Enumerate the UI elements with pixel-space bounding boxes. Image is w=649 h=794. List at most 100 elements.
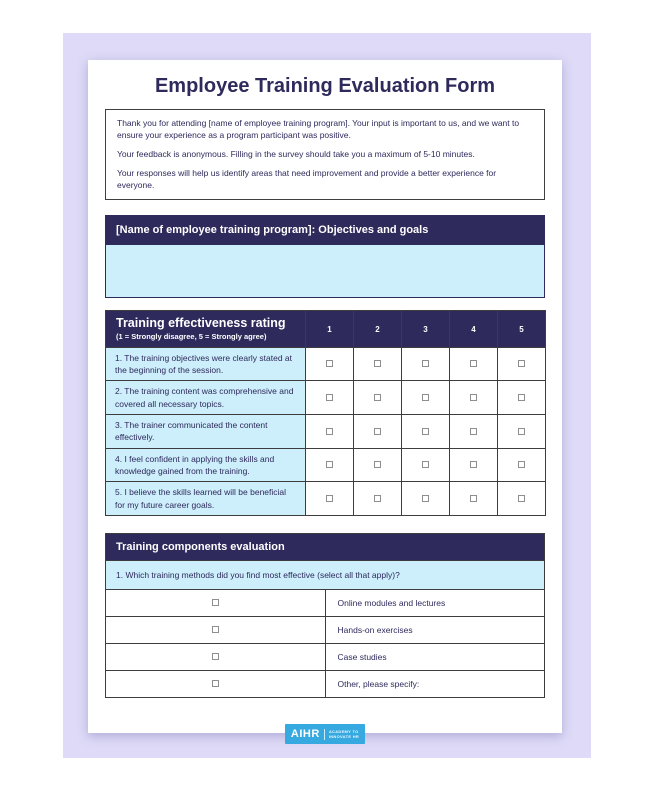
rating-statement: 2. The training content was comprehensiv… <box>105 380 306 416</box>
rating-row: 1. The training objectives were clearly … <box>105 346 546 382</box>
rating-checkbox[interactable] <box>374 461 381 469</box>
option-row: Online modules and lectures <box>105 588 545 617</box>
objectives-section-header: [Name of employee training program]: Obj… <box>105 215 545 246</box>
rating-cell <box>449 414 498 449</box>
intro-paragraph: Your feedback is anonymous. Filling in t… <box>117 148 475 159</box>
rating-statement: 1. The training objectives were clearly … <box>105 346 306 382</box>
aihr-logo: AIHR ACADEMY TO INNOVATE HR <box>284 724 366 745</box>
rating-row: 5. I believe the skills learned will be … <box>105 481 546 516</box>
rating-cell <box>305 380 354 416</box>
logo-divider <box>323 728 325 740</box>
rating-cell <box>449 380 498 416</box>
rating-statement: 5. I believe the skills learned will be … <box>105 481 306 516</box>
rating-statement: 4. I feel confident in applying the skil… <box>105 447 306 483</box>
option-row: Other, please specify: <box>105 669 545 698</box>
scale-column-3: 3 <box>401 310 450 348</box>
rating-cell <box>305 481 354 516</box>
rating-checkbox[interactable] <box>326 494 333 502</box>
aihr-logo-tagline-line1: ACADEMY TO <box>328 729 359 735</box>
effectiveness-header-row: Training effectiveness rating (1 = Stron… <box>105 310 546 348</box>
rating-cell <box>497 414 546 449</box>
option-row: Case studies <box>105 642 545 671</box>
scale-column-2: 2 <box>353 310 402 348</box>
page-title: Employee Training Evaluation Form <box>154 75 496 97</box>
rating-statement: 3. The trainer communicated the content … <box>105 414 306 449</box>
option-label: Online modules and lectures <box>324 588 545 617</box>
rating-checkbox[interactable] <box>422 461 429 469</box>
option-label: Case studies <box>324 642 545 671</box>
rating-cell <box>401 380 450 416</box>
rating-checkbox[interactable] <box>374 360 381 368</box>
option-checkbox[interactable] <box>211 680 219 688</box>
rating-cell <box>497 481 546 516</box>
objectives-section: [Name of employee training program]: Obj… <box>105 215 545 299</box>
rating-checkbox[interactable] <box>470 394 477 402</box>
option-checkbox-cell <box>105 669 326 698</box>
components-table: Training components evaluation 1. Which … <box>105 532 545 698</box>
intro-paragraph: Thank you for attending [name of employe… <box>117 118 520 140</box>
form-page: Employee Training Evaluation Form Thank … <box>88 60 562 745</box>
rating-checkbox[interactable] <box>470 461 477 469</box>
option-checkbox-cell <box>105 588 326 617</box>
option-checkbox-cell <box>105 615 326 644</box>
option-checkbox[interactable] <box>211 626 219 634</box>
aihr-logo-tagline-line2: INNOVATE HR <box>328 734 360 740</box>
lavender-backdrop: Employee Training Evaluation Form Thank … <box>63 33 591 758</box>
components-question-row: 1. Which training methods did you find m… <box>105 559 545 590</box>
components-question: 1. Which training methods did you find m… <box>105 559 545 590</box>
option-checkbox-cell <box>105 642 326 671</box>
rating-row: 3. The trainer communicated the content … <box>105 414 546 449</box>
aihr-logo-tagline: ACADEMY TO INNOVATE HR <box>329 729 359 739</box>
option-row: Hands-on exercises <box>105 615 545 644</box>
scale-column-4: 4 <box>449 310 498 348</box>
scale-column-1: 1 <box>305 310 354 348</box>
rating-checkbox[interactable] <box>374 394 381 402</box>
rating-checkbox[interactable] <box>518 494 525 502</box>
rating-checkbox[interactable] <box>422 394 429 402</box>
option-checkbox[interactable] <box>211 599 219 607</box>
rating-checkbox[interactable] <box>518 461 525 469</box>
rating-cell <box>497 346 546 382</box>
rating-checkbox[interactable] <box>470 427 477 435</box>
rating-checkbox[interactable] <box>518 360 525 368</box>
rating-cell <box>401 447 450 483</box>
option-label: Other, please specify: <box>324 669 545 698</box>
rating-cell <box>449 346 498 382</box>
rating-row: 4. I feel confident in applying the skil… <box>105 447 546 483</box>
footer: AIHR ACADEMY TO INNOVATE HR <box>105 724 545 745</box>
rating-cell <box>353 380 402 416</box>
aihr-logo-brand: AIHR <box>290 727 320 740</box>
rating-checkbox[interactable] <box>470 494 477 502</box>
rating-checkbox[interactable] <box>518 394 525 402</box>
effectiveness-table: Training effectiveness rating (1 = Stron… <box>105 310 546 516</box>
components-section-header: Training components evaluation <box>105 532 545 561</box>
objectives-answer-area[interactable] <box>105 245 545 299</box>
rating-cell <box>353 481 402 516</box>
rating-checkbox[interactable] <box>326 461 333 469</box>
rating-cell <box>353 414 402 449</box>
rating-cell <box>305 414 354 449</box>
scale-column-5: 5 <box>497 310 546 348</box>
rating-cell <box>449 481 498 516</box>
rating-checkbox[interactable] <box>326 394 333 402</box>
rating-cell <box>401 481 450 516</box>
rating-row: 2. The training content was comprehensiv… <box>105 380 546 416</box>
effectiveness-table-subtitle: (1 = Strongly disagree, 5 = Strongly agr… <box>116 332 267 342</box>
rating-checkbox[interactable] <box>422 427 429 435</box>
rating-checkbox[interactable] <box>326 427 333 435</box>
rating-checkbox[interactable] <box>470 360 477 368</box>
rating-checkbox[interactable] <box>518 427 525 435</box>
rating-checkbox[interactable] <box>422 494 429 502</box>
rating-cell <box>401 414 450 449</box>
rating-checkbox[interactable] <box>422 360 429 368</box>
rating-cell <box>497 447 546 483</box>
rating-cell <box>305 447 354 483</box>
rating-checkbox[interactable] <box>326 360 333 368</box>
rating-cell <box>353 447 402 483</box>
rating-cell <box>353 346 402 382</box>
option-checkbox[interactable] <box>211 653 219 661</box>
rating-checkbox[interactable] <box>374 427 381 435</box>
intro-box: Thank you for attending [name of employe… <box>105 109 545 201</box>
rating-checkbox[interactable] <box>374 494 381 502</box>
